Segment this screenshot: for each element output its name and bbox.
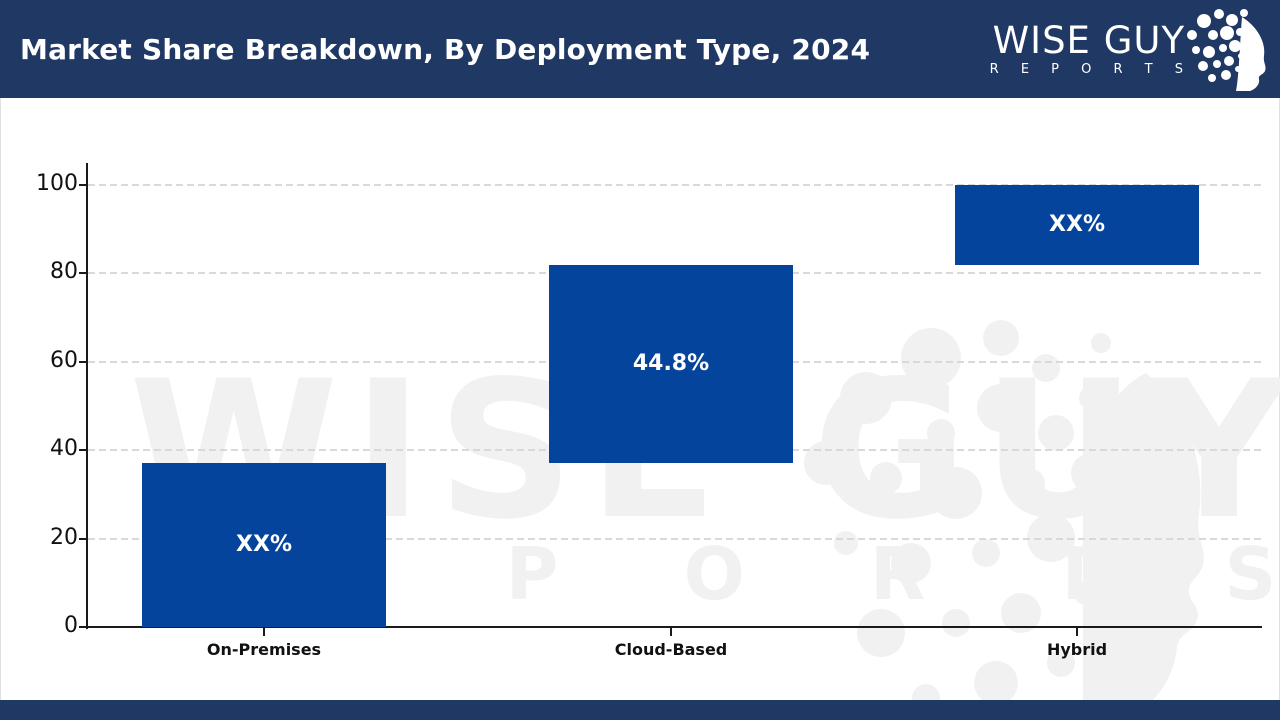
- gridline: [88, 184, 1262, 186]
- page-title: Market Share Breakdown, By Deployment Ty…: [20, 32, 871, 66]
- bar-cloud-based: 44.8%: [549, 264, 793, 463]
- x-axis-line: [86, 626, 1262, 628]
- y-tick-label: 60: [50, 347, 78, 373]
- y-tick-label: 40: [50, 436, 78, 462]
- x-tick-label-on-premises: On-Premises: [206, 640, 322, 659]
- y-tick-label: 100: [36, 171, 78, 196]
- header-bar: Market Share Breakdown, By Deployment Ty…: [0, 0, 1280, 98]
- brand-subtitle: R E P O R T S: [989, 62, 1192, 77]
- y-tick-label: 20: [50, 524, 78, 550]
- x-tick-mark: [1076, 628, 1078, 636]
- brand-wordmark: WISE GUY R E P O R T S: [986, 22, 1192, 76]
- bar-value-label: XX%: [1049, 212, 1105, 238]
- y-tick-mark: [79, 449, 87, 452]
- y-tick-label: 80: [50, 259, 78, 285]
- y-tick-mark: [79, 360, 87, 363]
- y-tick-mark: [79, 626, 87, 628]
- y-tick-label: 0: [64, 613, 78, 638]
- bar-value-label: 44.8%: [632, 351, 710, 377]
- x-tick-label-hybrid: Hybrid: [1046, 640, 1108, 659]
- x-tick-mark: [263, 628, 265, 636]
- brand-head-profile-icon: [1187, 9, 1266, 91]
- bar-on-premises: XX%: [142, 462, 386, 627]
- bar-value-label: XX%: [236, 532, 292, 558]
- gridline: [88, 537, 1262, 540]
- bar-hybrid: XX%: [955, 185, 1199, 265]
- footer-bar: [0, 700, 1280, 720]
- y-axis-line: [86, 162, 88, 629]
- y-tick-mark: [79, 184, 87, 186]
- y-tick-mark: [79, 272, 87, 275]
- brand-logo: WISE GUY R E P O R T S: [986, 4, 1268, 94]
- y-tick-mark: [79, 537, 87, 540]
- x-tick-label-cloud-based: Cloud-Based: [614, 640, 728, 659]
- watermark-head-profile-icon: [804, 320, 1204, 719]
- brand-name: WISE GUY: [992, 19, 1186, 62]
- x-tick-mark: [670, 628, 672, 636]
